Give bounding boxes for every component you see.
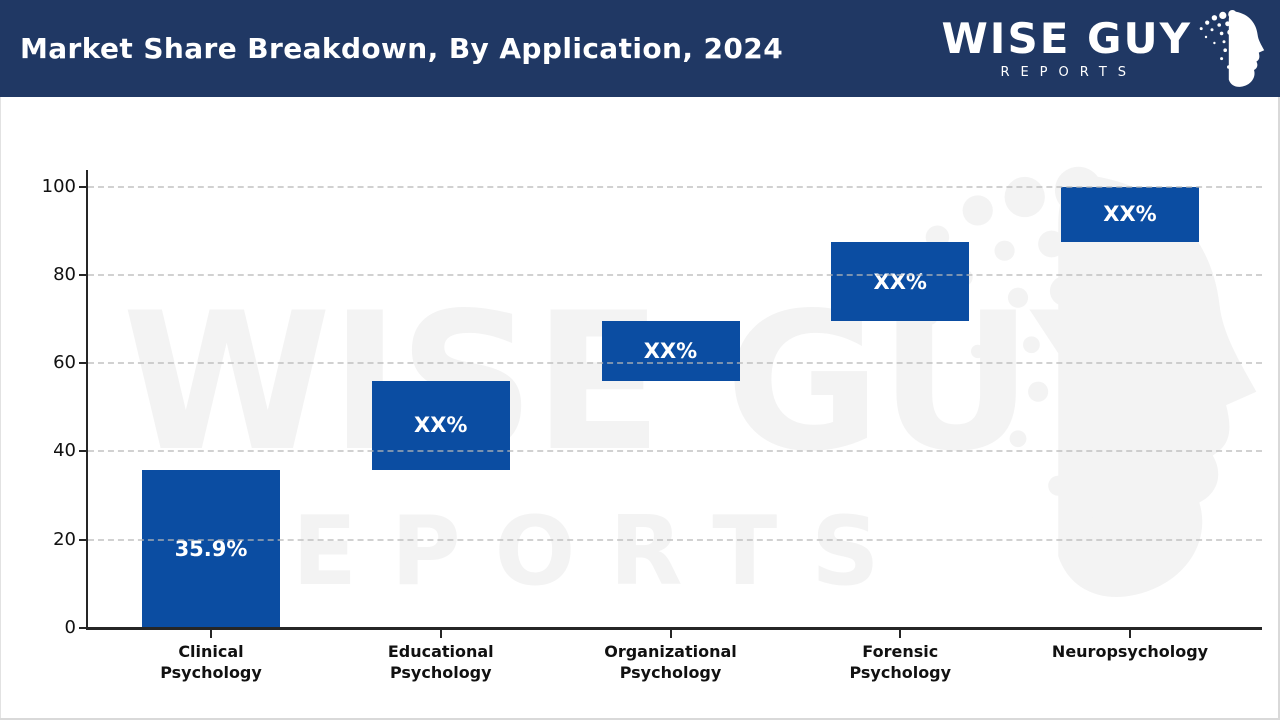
gridline-40 bbox=[88, 450, 1262, 453]
x-tick-1 bbox=[210, 630, 212, 638]
wiseguy-head-icon bbox=[1199, 9, 1265, 87]
bar-value-label-4: XX% bbox=[873, 269, 927, 294]
logo-reports-label: REPORTS bbox=[1000, 65, 1138, 80]
category-label-line: Psychology bbox=[389, 663, 492, 682]
wiseguy-logo: WISE GUY REPORTS bbox=[941, 5, 1266, 93]
bar-value-label-5: XX% bbox=[1103, 202, 1157, 227]
y-tick-20 bbox=[79, 538, 87, 541]
category-label-1: Clinical Psychology bbox=[96, 641, 326, 683]
category-label-line: Clinical bbox=[178, 642, 244, 661]
gridline-20 bbox=[88, 538, 1262, 541]
y-tick-label-20: 20 bbox=[53, 528, 76, 550]
bar-3: XX% bbox=[601, 321, 740, 381]
category-label-line: Forensic bbox=[862, 642, 939, 661]
watermark-wiseguy-text: WISE GUY bbox=[122, 272, 1169, 493]
frame-border-right bbox=[1278, 97, 1280, 720]
frame-border-left bbox=[0, 97, 1, 720]
page-title: Market Share Breakdown, By Application, … bbox=[20, 32, 784, 65]
y-tick-0 bbox=[79, 627, 87, 629]
x-tick-3 bbox=[669, 630, 672, 638]
wiseguy-logo-text: WISE GUY REPORTS bbox=[941, 14, 1192, 80]
category-label-line: Psychology bbox=[619, 663, 722, 682]
bar-value-label-3: XX% bbox=[643, 339, 698, 364]
category-label-line: Educational bbox=[387, 642, 494, 661]
y-tick-40 bbox=[79, 450, 87, 453]
gridline-80 bbox=[88, 273, 1262, 276]
frame-border-bottom bbox=[0, 718, 1280, 720]
bar-value-label-2: XX% bbox=[414, 413, 468, 438]
category-label-3: Organizational Psychology bbox=[556, 641, 786, 683]
bar-value-label-1: 35.9% bbox=[174, 536, 248, 561]
x-tick-2 bbox=[439, 630, 442, 638]
y-axis-spine bbox=[86, 170, 88, 630]
x-tick-4 bbox=[899, 630, 902, 638]
y-tick-label-0: 0 bbox=[64, 617, 76, 638]
watermark-reports-text: REPORTS bbox=[185, 497, 914, 607]
bar-1: 35.9% bbox=[142, 469, 280, 628]
x-axis-spine bbox=[86, 627, 1262, 630]
category-label-4: Forensic Psychology bbox=[785, 641, 1015, 683]
header: Market Share Breakdown, By Application, … bbox=[0, 0, 1280, 97]
category-label-line: Organizational bbox=[604, 642, 737, 661]
category-label-line: Neuropsychology bbox=[1051, 642, 1209, 661]
y-tick-label-100: 100 bbox=[41, 175, 76, 197]
y-tick-100 bbox=[79, 185, 87, 188]
y-tick-60 bbox=[79, 362, 87, 365]
bar-4: XX% bbox=[831, 241, 970, 322]
logo-wiseguy-label: WISE GUY bbox=[941, 14, 1192, 63]
gridline-100 bbox=[88, 185, 1262, 188]
y-tick-label-40: 40 bbox=[53, 440, 76, 462]
x-tick-5 bbox=[1129, 630, 1131, 638]
bar-2: XX% bbox=[371, 380, 510, 470]
category-label-2: Educational Psychology bbox=[326, 641, 556, 683]
y-tick-label-60: 60 bbox=[53, 352, 76, 374]
y-tick-80 bbox=[79, 273, 87, 276]
y-tick-label-80: 80 bbox=[53, 263, 76, 285]
bar-5: XX% bbox=[1061, 186, 1199, 242]
category-label-line: Psychology bbox=[849, 663, 952, 682]
gridline-60 bbox=[88, 362, 1262, 365]
category-label-5: Neuropsychology bbox=[1015, 641, 1245, 662]
category-label-line: Psychology bbox=[160, 663, 262, 682]
